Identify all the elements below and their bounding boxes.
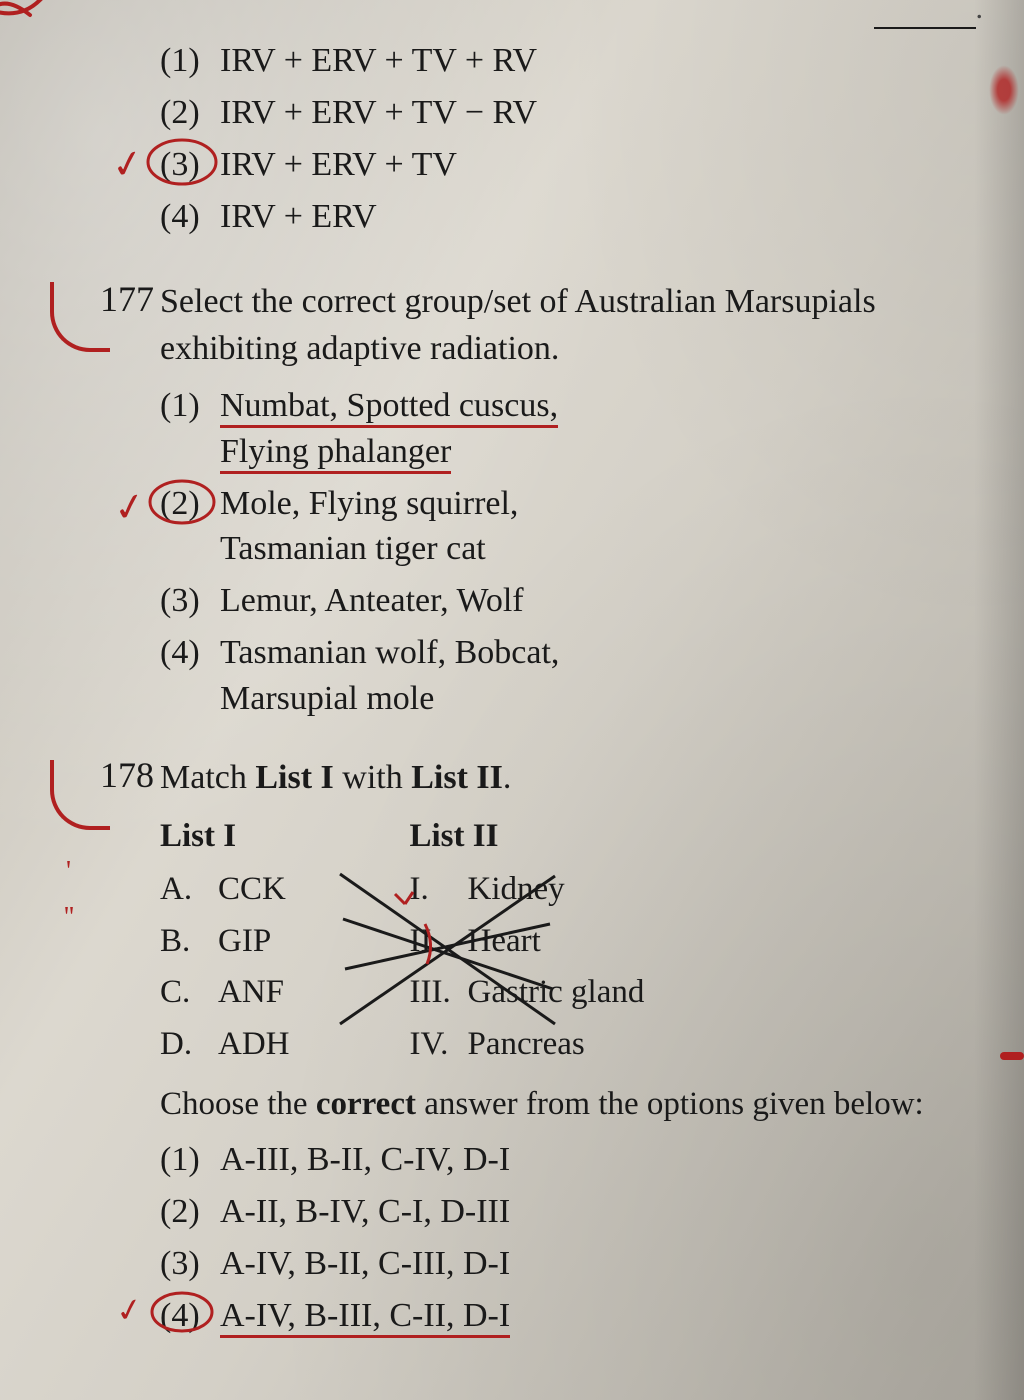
option-number: (3): [160, 142, 220, 188]
q178-option-3: (3) A-IV, B-II, C-III, D-I: [160, 1241, 984, 1287]
option-text: Numbat, Spotted cuscus, Flying phalanger: [220, 383, 984, 475]
option-text: IRV + ERV: [220, 194, 984, 240]
question-text: Select the correct group/set of Australi…: [160, 278, 984, 373]
option-text: IRV + ERV + TV: [220, 142, 984, 188]
q177-option-1: (1) Numbat, Spotted cuscus, Flying phala…: [160, 383, 984, 475]
q176-option-1: (1) IRV + ERV + TV + RV: [160, 38, 984, 84]
option-text: A-IV, B-III, C-II, D-I: [220, 1293, 984, 1339]
option-text: Tasmanian wolf, Bobcat, Marsupial mole: [220, 630, 984, 722]
option-number: (4): [160, 194, 220, 240]
q178-options: (1) A-III, B-II, C-IV, D-I (2) A-II, B-I…: [70, 1137, 984, 1339]
list-item: A.CCK: [160, 865, 290, 915]
option-number: (1): [160, 1137, 220, 1183]
q178-option-2: (2) A-II, B-IV, C-I, D-III: [160, 1189, 984, 1235]
right-red-dash-icon: [1000, 1052, 1024, 1060]
q176-options: (1) IRV + ERV + TV + RV (2) IRV + ERV + …: [70, 38, 984, 240]
option-number: (2): [160, 481, 220, 527]
option-number: (3): [160, 1241, 220, 1287]
option-number: (4): [160, 1293, 220, 1339]
option-number: (1): [160, 38, 220, 84]
question-number: 178: [100, 754, 154, 796]
option-number: (2): [160, 1189, 220, 1235]
option-text: A-IV, B-II, C-III, D-I: [220, 1241, 984, 1287]
underlined-text: Numbat, Spotted cuscus,: [220, 387, 558, 428]
q178-option-1: (1) A-III, B-II, C-IV, D-I: [160, 1137, 984, 1183]
option-text: A-III, B-II, C-IV, D-I: [220, 1137, 984, 1183]
q177-option-3: (3) Lemur, Anteater, Wolf: [160, 578, 984, 624]
list-item: I.Kidney: [410, 865, 645, 915]
option-text: Lemur, Anteater, Wolf: [220, 578, 984, 624]
list-item: C.ANF: [160, 968, 290, 1018]
q176-option-4: (4) IRV + ERV: [160, 194, 984, 240]
top-cutoff-text: .: [544, 0, 985, 26]
underlined-text: A-IV, B-III, C-II, D-I: [220, 1297, 510, 1338]
option-number: (2): [160, 90, 220, 136]
list-1: List I A.CCK B.GIP C.ANF D.ADH: [160, 812, 290, 1072]
q178: 178 Match List I with List II.: [70, 754, 984, 802]
list-item: III.Gastric gland: [410, 968, 645, 1018]
right-edge-red-mark: [989, 65, 1019, 115]
question-number: 177: [100, 278, 154, 320]
option-text: Mole, Flying squirrel, Tasmanian tiger c…: [220, 481, 984, 573]
q177-option-4: (4) Tasmanian wolf, Bobcat, Marsupial mo…: [160, 630, 984, 722]
red-tick-icon: '': [64, 902, 74, 934]
q178-option-4: ✓ (4) A-IV, B-III, C-II, D-I: [160, 1293, 984, 1339]
list-2: List II I.Kidney II.Heart III.Gastric gl…: [410, 812, 645, 1072]
corner-red-scribble: [0, 0, 70, 45]
underlined-text: Flying phalanger: [220, 433, 451, 474]
match-lists: ' '' List I A.CCK B.GIP C.ANF D.ADH List…: [70, 812, 984, 1072]
q176-option-2: (2) IRV + ERV + TV − RV: [160, 90, 984, 136]
question-text: Match List I with List II.: [160, 754, 984, 802]
checkmark-icon: ✓: [112, 1287, 146, 1334]
list-item: B.GIP: [160, 917, 290, 967]
checkmark-icon: ✓: [108, 137, 148, 193]
q176-option-3: ✓ (3) IRV + ERV + TV: [160, 142, 984, 188]
list-item: D.ADH: [160, 1020, 290, 1070]
option-text: A-II, B-IV, C-I, D-III: [220, 1189, 984, 1235]
option-number: (4): [160, 630, 220, 676]
option-text: IRV + ERV + TV + RV: [220, 38, 984, 84]
checkmark-icon: ✓: [110, 480, 150, 536]
list-header: List II: [410, 812, 645, 862]
option-number: (1): [160, 383, 220, 429]
option-number: (3): [160, 578, 220, 624]
q177: 177 Select the correct group/set of Aust…: [70, 278, 984, 722]
red-tick-icon: ': [66, 856, 71, 888]
list-item: IV.Pancreas: [410, 1020, 645, 1070]
q177-option-2: ✓ (2) Mole, Flying squirrel, Tasmanian t…: [160, 481, 984, 573]
choose-text: Choose the correct answer from the optio…: [70, 1081, 984, 1127]
list-item: II.Heart: [410, 917, 645, 967]
option-text: IRV + ERV + TV − RV: [220, 90, 984, 136]
list-header: List I: [160, 812, 290, 862]
